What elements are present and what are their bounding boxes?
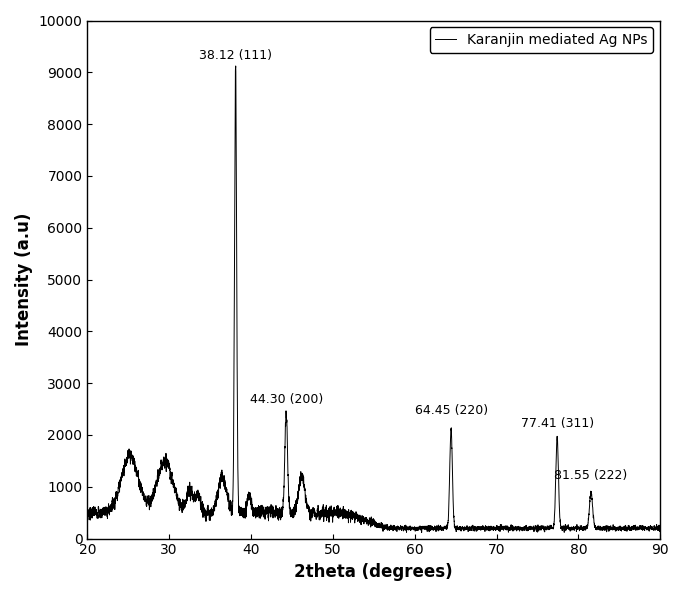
Karanjin mediated Ag NPs <box>83 504 92 511</box>
Karanjin mediated Ag NPs <box>447 429 456 436</box>
Karanjin mediated Ag NPs <box>291 508 299 515</box>
Text: 44.30 (200): 44.30 (200) <box>250 393 323 406</box>
Karanjin mediated Ag NPs <box>508 522 516 529</box>
Karanjin mediated Ag NPs <box>232 63 240 70</box>
Line: Karanjin mediated Ag NPs: Karanjin mediated Ag NPs <box>88 66 660 532</box>
Karanjin mediated Ag NPs <box>422 523 430 530</box>
Karanjin mediated Ag NPs <box>417 529 425 536</box>
Karanjin mediated Ag NPs <box>112 493 120 501</box>
Karanjin mediated Ag NPs <box>656 524 664 531</box>
Text: 38.12 (111): 38.12 (111) <box>199 49 272 62</box>
X-axis label: 2theta (degrees): 2theta (degrees) <box>294 563 453 581</box>
Text: 64.45 (220): 64.45 (220) <box>415 404 488 417</box>
Text: 81.55 (222): 81.55 (222) <box>555 468 628 482</box>
Y-axis label: Intensity (a.u): Intensity (a.u) <box>15 213 33 346</box>
Karanjin mediated Ag NPs <box>538 523 547 530</box>
Legend: Karanjin mediated Ag NPs: Karanjin mediated Ag NPs <box>430 27 653 52</box>
Text: 77.41 (311): 77.41 (311) <box>521 417 594 430</box>
